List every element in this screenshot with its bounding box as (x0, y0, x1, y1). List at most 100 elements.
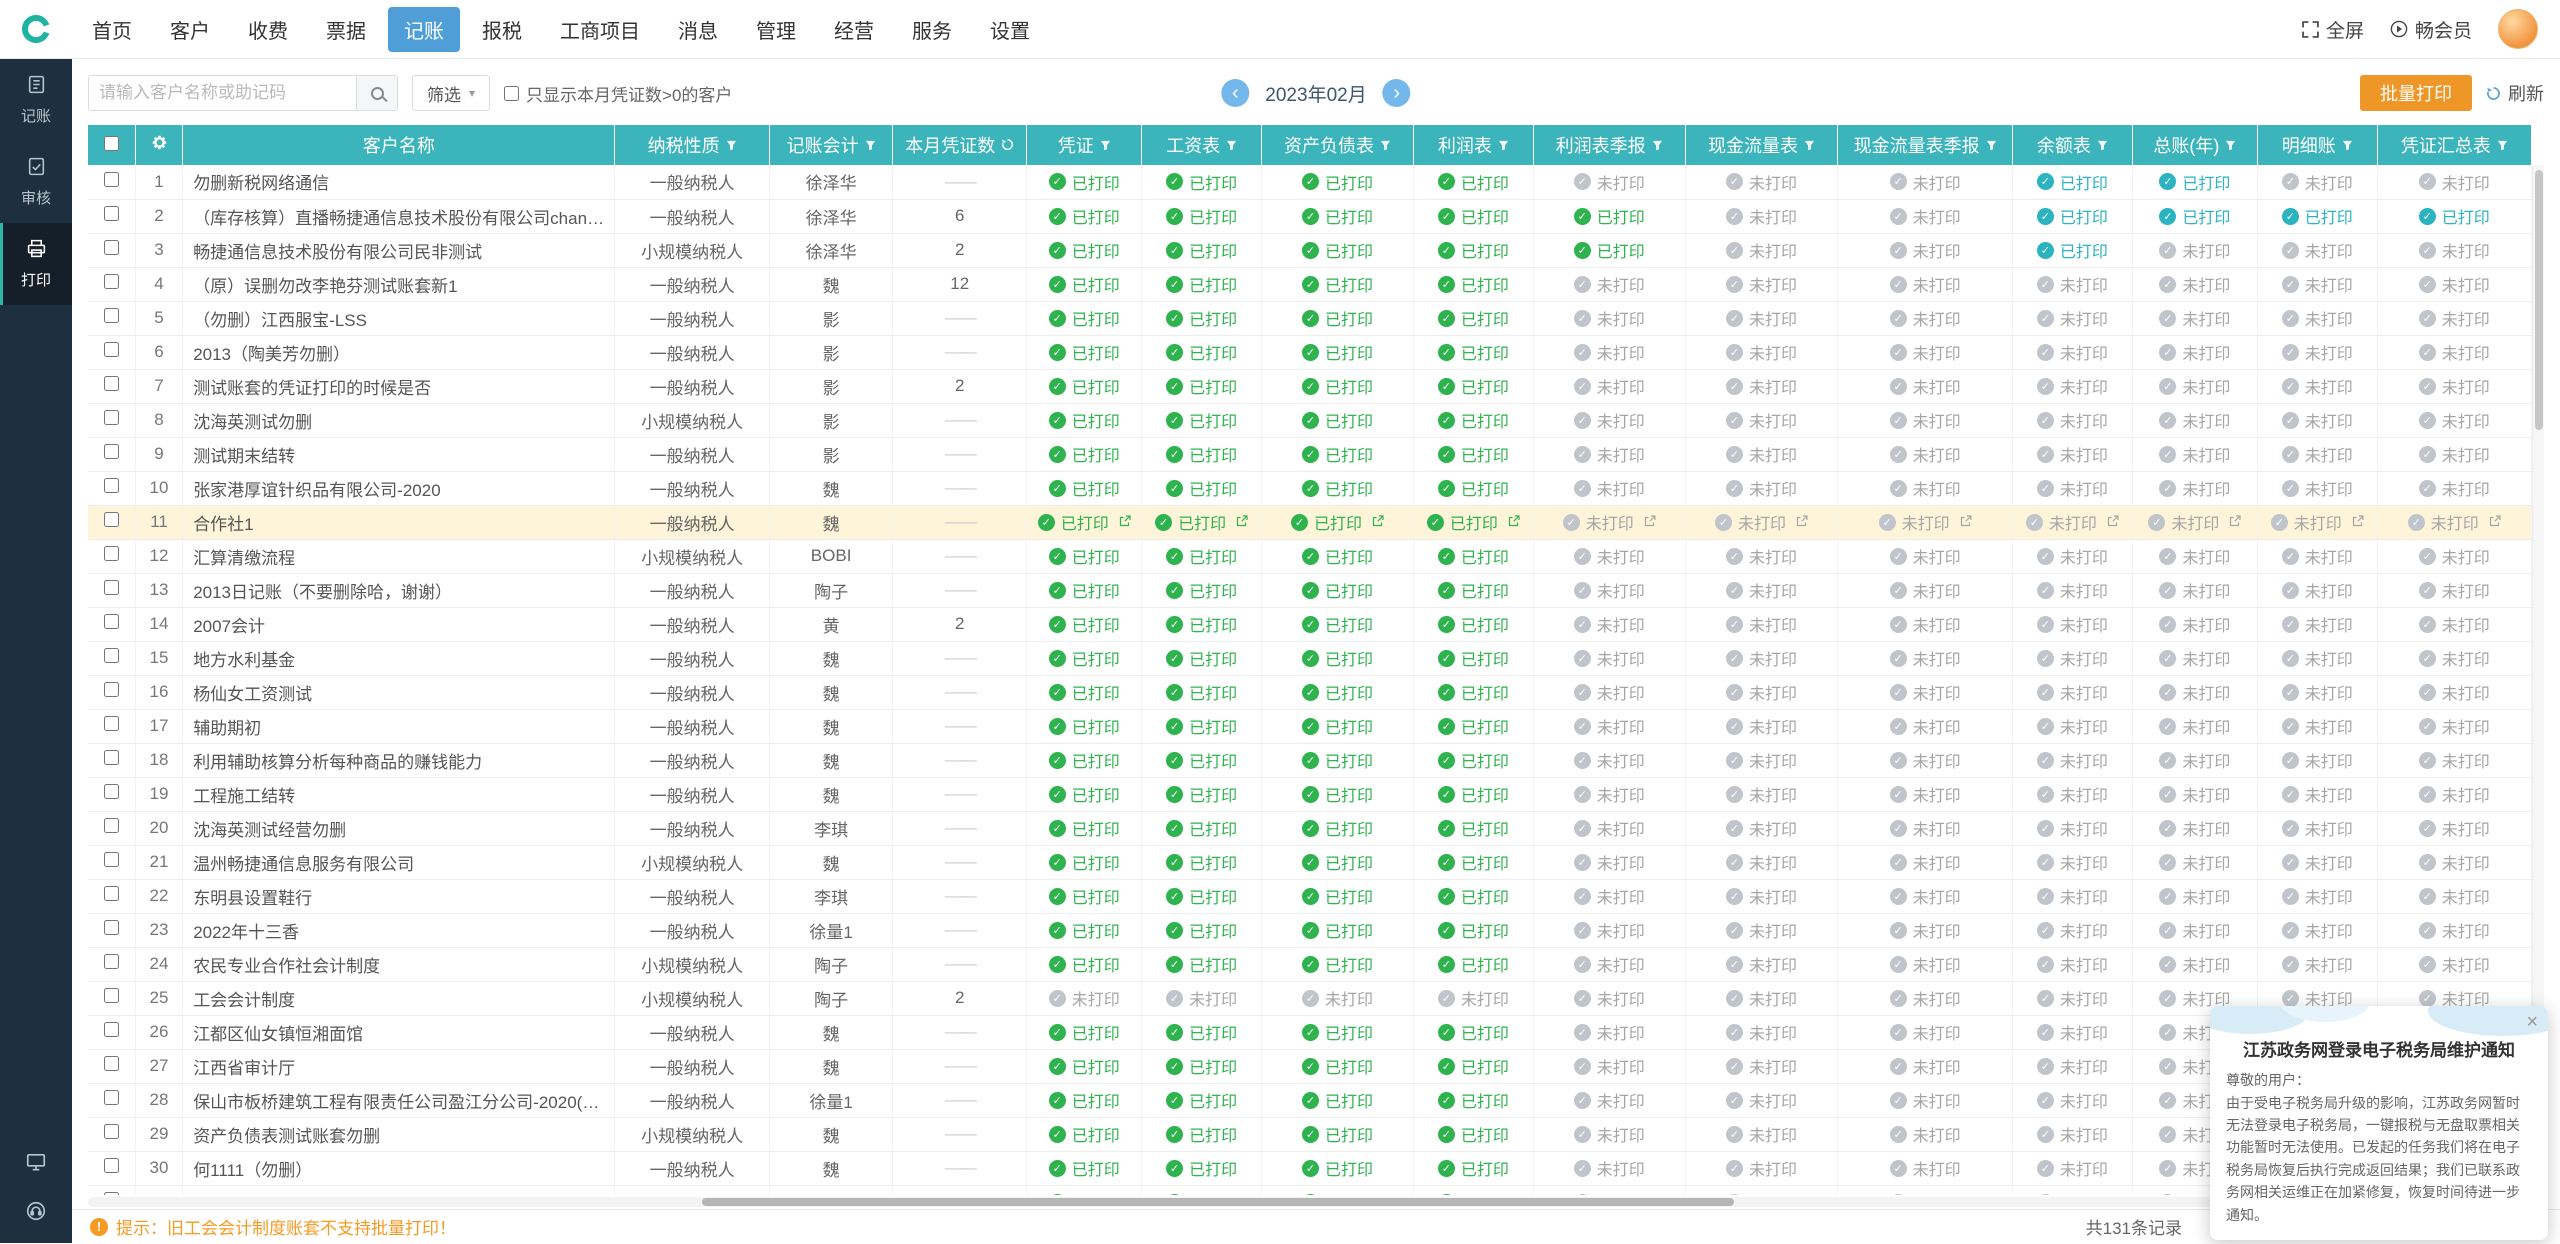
open-link-icon[interactable] (2485, 512, 2501, 532)
print-status-badge[interactable]: ✓已打印 (1048, 170, 1120, 194)
row-checkbox[interactable] (103, 750, 119, 765)
print-status-badge[interactable]: ✓已打印 (1048, 612, 1120, 636)
print-status-badge[interactable]: ✓未打印 (1573, 884, 1645, 908)
print-status-badge[interactable]: ✓已打印 (1048, 918, 1120, 942)
print-status-badge[interactable]: ✓未打印 (2036, 680, 2108, 704)
print-status-badge[interactable]: ✓未打印 (2281, 374, 2353, 398)
print-status-badge[interactable]: ✓未打印 (1889, 374, 1961, 398)
print-status-badge[interactable]: ✓未打印 (2418, 782, 2490, 806)
row-checkbox[interactable] (103, 886, 119, 901)
print-status-badge[interactable]: ✓已打印 (1048, 272, 1120, 296)
print-status-badge[interactable]: ✓未打印 (2281, 782, 2353, 806)
print-status-badge[interactable]: ✓未打印 (1889, 476, 1961, 500)
row-checkbox[interactable] (103, 478, 119, 493)
print-status-badge[interactable]: ✓未打印 (1889, 578, 1961, 602)
print-status-badge[interactable]: ✓未打印 (1573, 714, 1645, 738)
print-status-badge[interactable]: ✓未打印 (1573, 1190, 1645, 1195)
print-status-badge[interactable]: ✓未打印 (2036, 476, 2108, 500)
print-status-badge[interactable]: ✓已打印 (1166, 374, 1237, 398)
print-status-badge[interactable]: ✓已打印 (1437, 918, 1509, 942)
row-checkbox[interactable] (103, 546, 119, 561)
print-status-badge[interactable]: ✓未打印 (1726, 782, 1797, 806)
print-status-badge[interactable]: ✓未打印 (1573, 1054, 1645, 1078)
print-status-badge[interactable]: ✓已打印 (1437, 884, 1509, 908)
print-status-badge[interactable]: ✓已打印 (1437, 1020, 1509, 1044)
print-status-badge[interactable]: ✓未打印 (2159, 680, 2230, 704)
open-link-icon[interactable] (1504, 512, 1520, 532)
print-status-badge[interactable]: ✓未打印 (2036, 986, 2108, 1010)
open-link-icon[interactable] (1368, 512, 1384, 532)
row-checkbox[interactable] (103, 580, 119, 595)
print-status-badge[interactable]: ✓未打印 (2025, 510, 2119, 534)
print-status-badge[interactable]: ✓已打印 (1301, 850, 1373, 874)
print-status-badge[interactable]: ✓未打印 (1726, 952, 1797, 976)
print-status-badge[interactable]: ✓未打印 (2159, 238, 2230, 262)
print-status-badge[interactable]: ✓已打印 (1048, 476, 1120, 500)
refresh-icon[interactable] (1001, 135, 1014, 156)
nav-item[interactable]: 服务 (912, 20, 952, 43)
print-status-badge[interactable]: ✓已打印 (1048, 782, 1120, 806)
print-status-badge[interactable]: ✓已打印 (1048, 204, 1120, 228)
print-status-badge[interactable]: ✓已打印 (1166, 170, 1237, 194)
print-status-badge[interactable]: ✓未打印 (1726, 918, 1797, 942)
nav-item[interactable]: 经营 (834, 20, 874, 43)
print-status-badge[interactable]: ✓已打印 (2281, 204, 2353, 228)
print-status-badge[interactable]: ✓已打印 (1573, 238, 1645, 262)
print-status-badge[interactable]: ✓已打印 (1048, 442, 1120, 466)
print-status-badge[interactable]: ✓未打印 (2281, 476, 2353, 500)
print-status-badge[interactable]: ✓未打印 (2418, 306, 2490, 330)
open-link-icon[interactable] (2103, 512, 2119, 532)
print-status-badge[interactable]: ✓未打印 (1573, 1122, 1645, 1146)
print-status-badge[interactable]: ✓未打印 (1726, 442, 1797, 466)
print-status-badge[interactable]: ✓已打印 (1290, 510, 1384, 534)
only-voucher-checkbox[interactable] (504, 85, 520, 101)
print-status-badge[interactable]: ✓未打印 (2281, 918, 2353, 942)
print-status-badge[interactable]: ✓未打印 (1889, 612, 1961, 636)
open-link-icon[interactable] (2348, 512, 2364, 532)
row-checkbox[interactable] (103, 988, 119, 1003)
print-status-badge[interactable]: ✓未打印 (1573, 918, 1645, 942)
print-status-badge[interactable]: ✓已打印 (1437, 748, 1509, 772)
print-status-badge[interactable]: ✓已打印 (1048, 680, 1120, 704)
print-status-badge[interactable]: ✓已打印 (1166, 1122, 1237, 1146)
print-status-badge[interactable]: ✓未打印 (1573, 782, 1645, 806)
print-status-badge[interactable]: ✓未打印 (1726, 1156, 1797, 1180)
print-status-badge[interactable]: ✓未打印 (2418, 748, 2490, 772)
print-status-badge[interactable]: ✓已打印 (1166, 1088, 1237, 1112)
print-status-badge[interactable]: ✓未打印 (2036, 340, 2108, 364)
print-status-badge[interactable]: ✓未打印 (2281, 544, 2353, 568)
row-checkbox[interactable] (103, 1158, 119, 1173)
print-status-badge[interactable]: ✓已打印 (1301, 952, 1373, 976)
sidebar-item-ledger[interactable]: 记账 (0, 59, 72, 141)
print-status-badge[interactable]: ✓已打印 (1048, 1190, 1120, 1195)
print-status-badge[interactable]: ✓未打印 (2159, 782, 2230, 806)
print-status-badge[interactable]: ✓未打印 (2418, 918, 2490, 942)
print-status-badge[interactable]: ✓已打印 (1301, 578, 1373, 602)
print-status-badge[interactable]: ✓未打印 (1573, 272, 1645, 296)
print-status-badge[interactable]: ✓已打印 (1166, 748, 1237, 772)
print-status-badge[interactable]: ✓未打印 (2159, 306, 2230, 330)
print-status-badge[interactable]: ✓未打印 (1726, 1020, 1797, 1044)
print-status-badge[interactable]: ✓未打印 (2418, 816, 2490, 840)
print-status-badge[interactable]: ✓未打印 (2036, 646, 2108, 670)
print-status-badge[interactable]: ✓已打印 (1048, 1156, 1120, 1180)
print-status-badge[interactable]: ✓未打印 (2418, 340, 2490, 364)
print-status-badge[interactable]: ✓已打印 (1301, 612, 1373, 636)
print-status-badge[interactable]: ✓已打印 (1166, 850, 1237, 874)
print-status-badge[interactable]: ✓未打印 (2159, 1190, 2230, 1195)
print-status-badge[interactable]: ✓未打印 (2159, 442, 2230, 466)
nav-item[interactable]: 设置 (990, 20, 1030, 43)
print-status-badge[interactable]: ✓已打印 (1166, 340, 1237, 364)
print-status-badge[interactable]: ✓未打印 (2418, 408, 2490, 432)
print-status-badge[interactable]: ✓未打印 (2036, 1020, 2108, 1044)
print-status-badge[interactable]: ✓已打印 (1301, 1088, 1373, 1112)
print-status-badge[interactable]: ✓已打印 (1437, 204, 1509, 228)
print-status-badge[interactable]: ✓未打印 (2036, 850, 2108, 874)
print-status-badge[interactable]: ✓未打印 (1889, 646, 1961, 670)
open-link-icon[interactable] (2225, 512, 2241, 532)
print-status-badge[interactable]: ✓未打印 (1573, 170, 1645, 194)
row-checkbox[interactable] (103, 410, 119, 425)
print-status-badge[interactable]: ✓已打印 (1301, 680, 1373, 704)
print-status-badge[interactable]: ✓已打印 (1301, 306, 1373, 330)
only-voucher-checkbox-label[interactable]: 只显示本月凭证数>0的客户 (504, 81, 732, 106)
